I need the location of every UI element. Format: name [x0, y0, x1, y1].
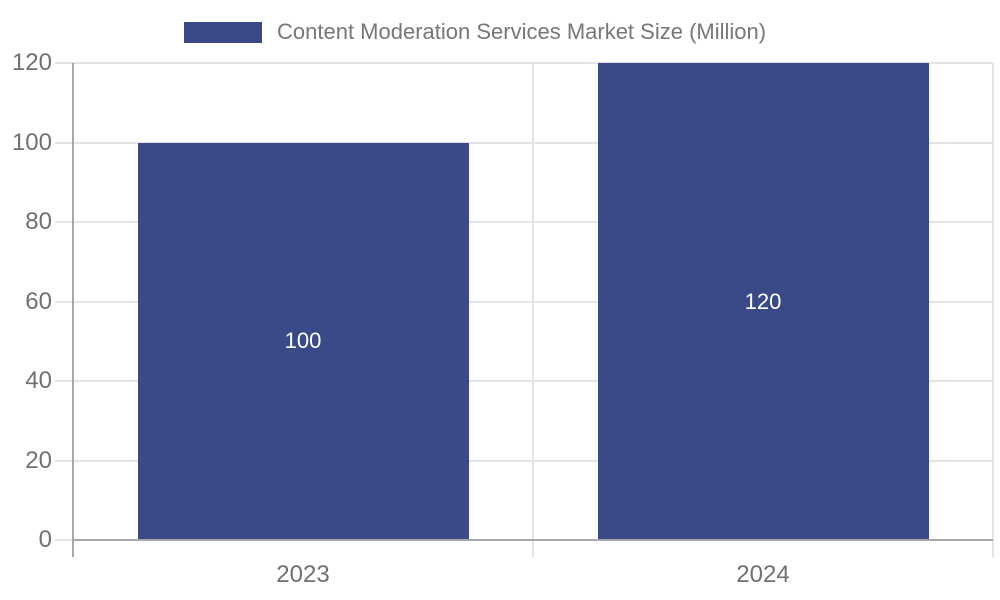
vertical-gridline — [532, 63, 534, 540]
bar[interactable] — [138, 142, 469, 540]
y-tick-label: 80 — [25, 208, 52, 235]
y-tick-label: 20 — [25, 446, 52, 474]
y-tick — [55, 221, 73, 223]
y-axis-line — [72, 63, 74, 557]
vertical-gridline — [992, 63, 994, 540]
y-tick — [55, 300, 73, 303]
y-tick — [55, 62, 73, 64]
y-tick-label: 60 — [25, 287, 52, 315]
y-tick-label: 100 — [11, 128, 52, 156]
x-tick — [532, 540, 534, 557]
y-tick-label: 120 — [11, 49, 52, 76]
x-tick-label: 2024 — [736, 561, 790, 588]
bar-value-label: 120 — [744, 288, 782, 314]
y-tick-label: 0 — [38, 526, 52, 553]
legend[interactable]: Content Moderation Services Market Size … — [184, 21, 766, 43]
legend-label: Content Moderation Services Market Size … — [277, 19, 767, 44]
y-tick — [55, 380, 73, 382]
bar-value-label: 100 — [284, 328, 322, 354]
legend-swatch — [184, 21, 262, 43]
y-tick — [55, 459, 73, 462]
x-tick-label: 2023 — [276, 561, 330, 588]
y-tick — [55, 539, 73, 541]
y-tick — [55, 141, 73, 144]
y-tick-label: 40 — [25, 367, 52, 394]
x-tick — [992, 540, 994, 557]
x-axis-line — [72, 539, 993, 541]
bar[interactable] — [598, 63, 929, 540]
